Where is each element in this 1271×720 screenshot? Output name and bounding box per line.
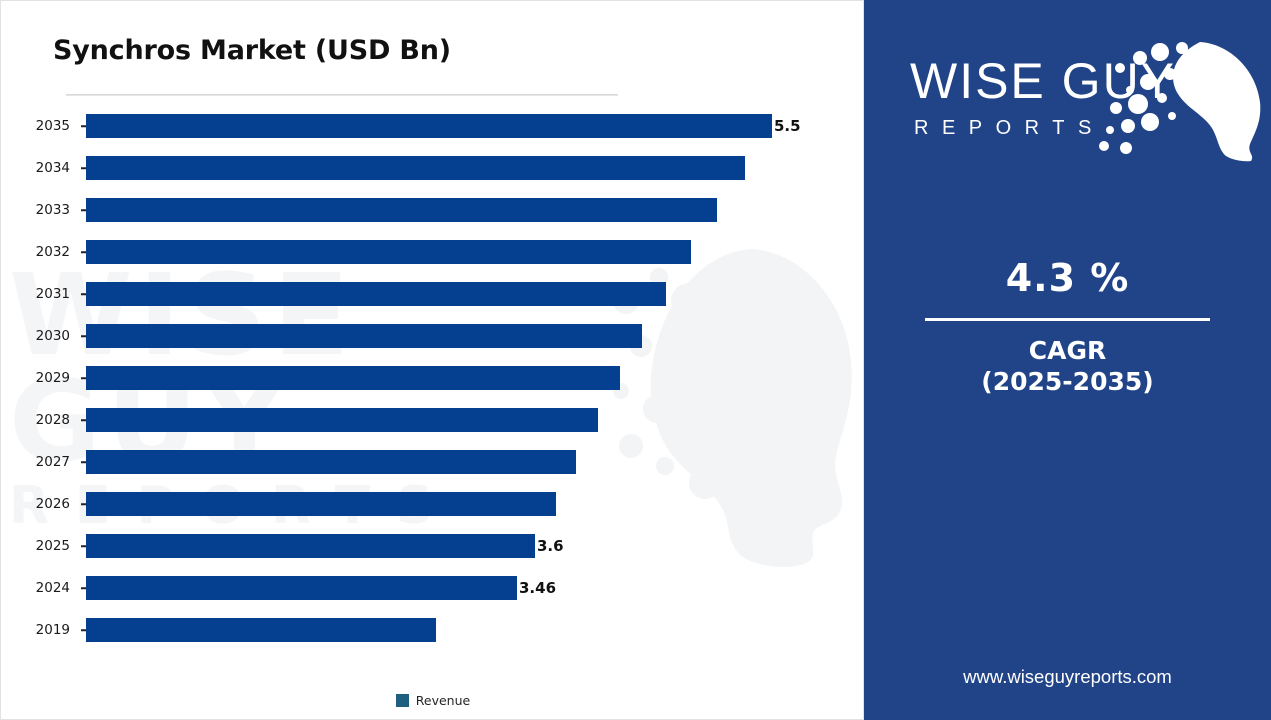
legend-item-label: Revenue <box>415 693 471 708</box>
y-axis-label: 2029 <box>35 370 70 386</box>
cagr-period: (2025-2035) <box>981 367 1154 397</box>
bar-row: 2028 <box>1 399 863 441</box>
bar-row: 2026 <box>1 483 863 525</box>
y-axis-tick <box>81 503 86 505</box>
brand-logo-line-1: WISE GUY <box>910 53 1177 109</box>
y-axis-tick <box>81 587 86 589</box>
chart-legend[interactable]: Revenue <box>1 693 863 708</box>
title-divider <box>66 94 618 96</box>
bar-2033[interactable] <box>86 198 717 222</box>
y-axis-tick <box>81 335 86 337</box>
bar-2030[interactable] <box>86 324 642 348</box>
bar-2019[interactable] <box>86 618 436 642</box>
y-axis-tick <box>81 461 86 463</box>
chart-panel: Synchros Market (USD Bn) WISE GUY REPORT… <box>0 0 864 720</box>
bar-row: 2031 <box>1 273 863 315</box>
y-axis-label: 2027 <box>35 454 70 470</box>
brand-logo: WISE GUY REPORTS <box>864 30 1271 170</box>
y-axis-label: 2019 <box>35 622 70 638</box>
bar-value-2024: 3.46 <box>519 579 557 597</box>
bar-value-2035: 5.5 <box>774 117 801 135</box>
y-axis-label: 2031 <box>35 286 70 302</box>
bar-row: 2033 <box>1 189 863 231</box>
cagr-label: CAGR <box>1028 335 1107 365</box>
bar-row: 2035 5.5 <box>1 105 863 147</box>
y-axis-label: 2026 <box>35 496 70 512</box>
y-axis-tick <box>81 125 86 127</box>
y-axis-label: 2025 <box>35 538 70 554</box>
bar-value-2025: 3.6 <box>537 537 564 555</box>
y-axis-label: 2033 <box>35 202 70 218</box>
cagr-divider <box>925 317 1210 321</box>
bar-row: 2034 <box>1 147 863 189</box>
y-axis-label: 2035 <box>35 118 70 134</box>
brand-panel: WISE GUY REPORTS <box>864 0 1271 720</box>
bar-row: 2032 <box>1 231 863 273</box>
bar-row: 2025 3.6 <box>1 525 863 567</box>
bar-2027[interactable] <box>86 450 576 474</box>
bar-2025[interactable] <box>86 534 535 558</box>
y-axis-label: 2024 <box>35 580 70 596</box>
bar-row: 2029 <box>1 357 863 399</box>
cagr-value: 4.3 % <box>1005 256 1130 300</box>
bar-2028[interactable] <box>86 408 598 432</box>
bar-row: 2019 <box>1 609 863 651</box>
y-axis-label: 2034 <box>35 160 70 176</box>
cagr-block: 4.3 % CAGR (2025-2035) <box>864 256 1271 397</box>
bar-row: 2027 <box>1 441 863 483</box>
y-axis-tick <box>81 545 86 547</box>
y-axis-tick <box>81 251 86 253</box>
brand-logo-line-2: REPORTS <box>914 117 1105 139</box>
y-axis-label: 2028 <box>35 412 70 428</box>
y-axis-tick <box>81 377 86 379</box>
website-url[interactable]: www.wiseguyreports.com <box>963 666 1172 687</box>
y-axis-label: 2030 <box>35 328 70 344</box>
bar-row: 2024 3.46 <box>1 567 863 609</box>
bar-2024[interactable] <box>86 576 517 600</box>
y-axis-tick <box>81 629 86 631</box>
y-axis-tick <box>81 209 86 211</box>
bar-row: 2030 <box>1 315 863 357</box>
bar-2034[interactable] <box>86 156 745 180</box>
bar-2026[interactable] <box>86 492 556 516</box>
bar-2029[interactable] <box>86 366 620 390</box>
y-axis-tick <box>81 419 86 421</box>
bar-2032[interactable] <box>86 240 691 264</box>
y-axis-tick <box>81 167 86 169</box>
page-title: Synchros Market (USD Bn) <box>53 35 451 66</box>
brand-head-icon <box>1099 42 1261 162</box>
bar-2031[interactable] <box>86 282 666 306</box>
brand-logo-text: WISE GUY REPORTS <box>910 56 1176 138</box>
bar-2035[interactable] <box>86 114 772 138</box>
legend-swatch-icon <box>395 694 409 707</box>
y-axis-label: 2032 <box>35 244 70 260</box>
plot-area: 2035 5.5 2034 2033 2032 2031 <box>1 105 863 665</box>
y-axis-tick <box>81 293 86 295</box>
